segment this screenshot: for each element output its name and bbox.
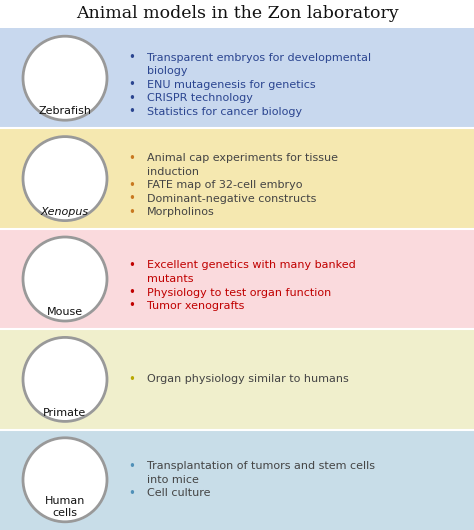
- Text: •: •: [128, 179, 135, 192]
- Text: •: •: [128, 192, 135, 205]
- Text: CRISPR technology: CRISPR technology: [147, 93, 253, 103]
- Circle shape: [23, 438, 107, 522]
- Text: Dominant-negative constructs: Dominant-negative constructs: [147, 194, 316, 204]
- Circle shape: [23, 237, 107, 321]
- Circle shape: [23, 338, 107, 421]
- FancyBboxPatch shape: [0, 28, 474, 128]
- FancyBboxPatch shape: [0, 229, 474, 329]
- Text: Zebrafish: Zebrafish: [38, 107, 91, 117]
- Text: •: •: [128, 78, 135, 92]
- Text: ENU mutagenesis for genetics: ENU mutagenesis for genetics: [147, 80, 316, 90]
- Text: Excellent genetics with many banked: Excellent genetics with many banked: [147, 261, 356, 270]
- Text: Tumor xenografts: Tumor xenografts: [147, 301, 245, 311]
- Text: into mice: into mice: [147, 475, 199, 485]
- Text: FATE map of 32-cell embryo: FATE map of 32-cell embryo: [147, 180, 302, 190]
- Circle shape: [23, 137, 107, 220]
- Text: Statistics for cancer biology: Statistics for cancer biology: [147, 107, 302, 117]
- Text: mutants: mutants: [147, 274, 193, 284]
- Text: Primate: Primate: [44, 408, 87, 418]
- Text: biology: biology: [147, 66, 188, 76]
- Text: Morpholinos: Morpholinos: [147, 207, 215, 217]
- Text: Transparent embryos for developmental: Transparent embryos for developmental: [147, 53, 371, 63]
- Text: Animal models in the Zon laboratory: Animal models in the Zon laboratory: [76, 5, 398, 22]
- Text: induction: induction: [147, 167, 199, 177]
- Text: •: •: [128, 92, 135, 105]
- Text: Cell culture: Cell culture: [147, 488, 210, 498]
- FancyBboxPatch shape: [0, 329, 474, 430]
- Text: •: •: [128, 487, 135, 500]
- Text: •: •: [128, 152, 135, 165]
- Text: Transplantation of tumors and stem cells: Transplantation of tumors and stem cells: [147, 461, 375, 471]
- Text: Human
cells: Human cells: [45, 497, 85, 518]
- Text: •: •: [128, 51, 135, 65]
- Text: Physiology to test organ function: Physiology to test organ function: [147, 287, 331, 297]
- Text: •: •: [128, 286, 135, 299]
- Text: •: •: [128, 299, 135, 313]
- FancyBboxPatch shape: [0, 128, 474, 229]
- Text: •: •: [128, 105, 135, 118]
- Text: •: •: [128, 373, 135, 386]
- Text: Xenopus: Xenopus: [41, 207, 89, 217]
- Text: •: •: [128, 206, 135, 219]
- Text: •: •: [128, 460, 135, 473]
- Text: Organ physiology similar to humans: Organ physiology similar to humans: [147, 374, 349, 384]
- Text: Animal cap experiments for tissue: Animal cap experiments for tissue: [147, 153, 338, 163]
- Text: Mouse: Mouse: [47, 307, 83, 317]
- FancyBboxPatch shape: [0, 430, 474, 530]
- Circle shape: [23, 36, 107, 120]
- Text: •: •: [128, 259, 135, 272]
